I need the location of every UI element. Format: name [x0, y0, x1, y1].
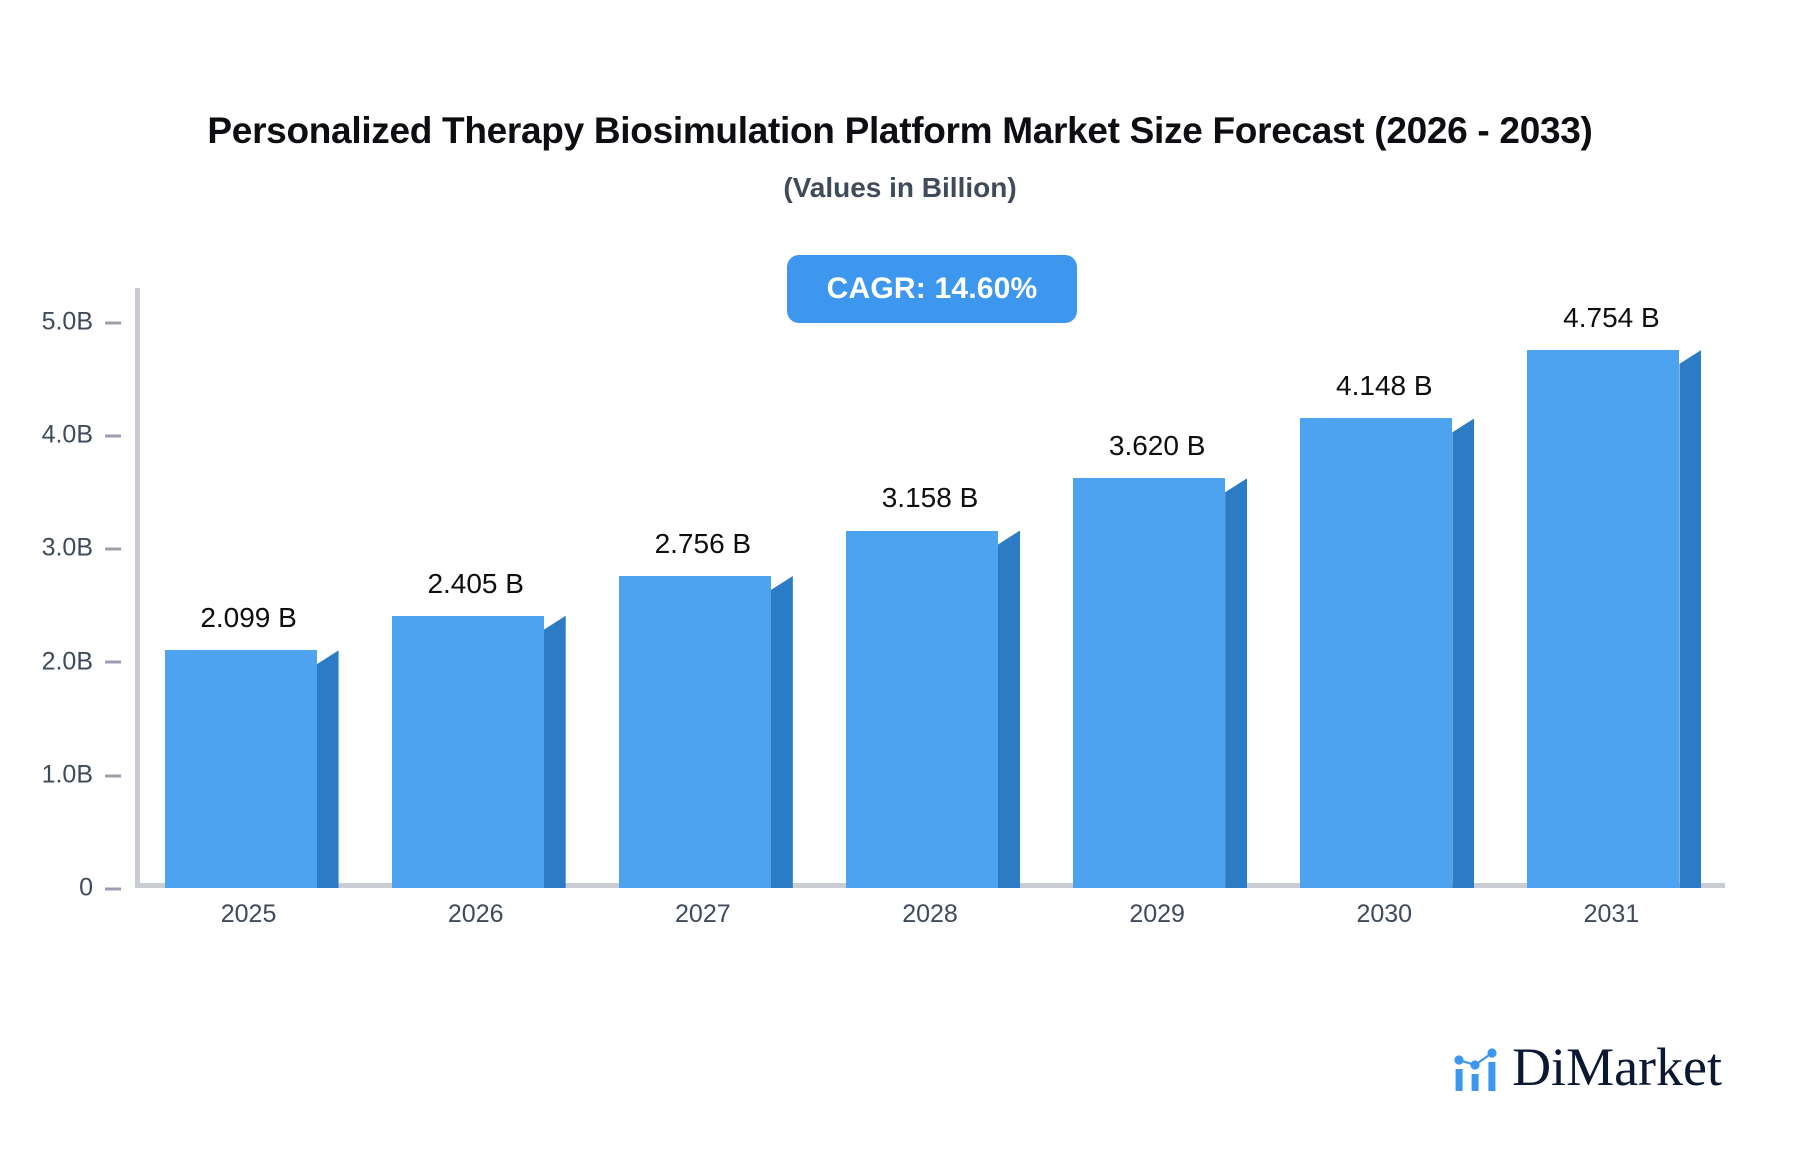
- bar-face: [1300, 418, 1453, 888]
- y-axis-tick: 5.0B: [0, 307, 135, 336]
- bar[interactable]: [1300, 418, 1475, 888]
- bar-side-shadow: [316, 650, 339, 888]
- y-axis-tick-mark: [105, 321, 121, 325]
- x-axis-tick-label: 2025: [220, 900, 277, 928]
- bar-value-label: 4.148 B: [1336, 370, 1433, 402]
- bar-value-label: 2.405 B: [427, 567, 524, 599]
- x-axis-tick-label: 2031: [1583, 900, 1640, 928]
- bar-side-shadow: [543, 615, 566, 888]
- bar-side-shadow: [1452, 418, 1475, 888]
- bar-side-shadow: [1225, 478, 1248, 888]
- x-axis-tick-label: 2026: [447, 900, 504, 928]
- y-axis-tick-mark: [105, 774, 121, 778]
- x-axis-tick-label: 2030: [1356, 900, 1413, 928]
- y-axis-tick-mark: [105, 660, 121, 664]
- y-axis-tick: 1.0B: [0, 760, 135, 789]
- page-title: Personalized Therapy Biosimulation Platf…: [207, 110, 1593, 151]
- logo-text: DiMarket: [1512, 1037, 1722, 1097]
- bar-face: [391, 615, 544, 888]
- bar-face: [618, 576, 771, 888]
- bar-side-shadow: [770, 576, 793, 888]
- y-axis-tick: 0: [0, 874, 135, 903]
- dimarket-logo: DiMarket: [1454, 1040, 1722, 1094]
- bar[interactable]: [1073, 478, 1248, 888]
- y-axis-tick-label: 1.0B: [41, 760, 93, 789]
- bar-face: [846, 530, 998, 888]
- x-axis-tick-label: 2027: [675, 900, 731, 928]
- y-axis-tick-mark: [105, 434, 121, 438]
- y-axis-tick: 2.0B: [0, 647, 135, 676]
- bar-value-label: 4.754 B: [1563, 301, 1660, 333]
- cagr-badge: CAGR: 14.60%: [787, 255, 1077, 323]
- y-axis-line: [135, 288, 140, 888]
- cagr-badge-label: CAGR: 14.60%: [826, 272, 1038, 305]
- bar[interactable]: [391, 615, 566, 888]
- y-axis-tick-mark: [105, 887, 121, 891]
- y-axis-tick-label: 4.0B: [41, 420, 93, 449]
- bar-value-label: 2.756 B: [654, 528, 752, 559]
- y-axis-tick-mark: [105, 547, 121, 551]
- bar-side-shadow: [1679, 349, 1702, 888]
- bar[interactable]: [618, 576, 793, 888]
- y-axis-tick: 4.0B: [0, 421, 135, 450]
- bar-face: [1073, 478, 1226, 888]
- bar-value-label: 3.620 B: [1108, 430, 1206, 462]
- plot-area: 0 1.0B 2.0B 3.0B 4.0B 5.0B 2.099 B 2.405 B 2.75…: [42, 288, 1725, 928]
- chart-subtitle: (Values in Billion): [783, 172, 1017, 203]
- bar-chart-icon: [1454, 1048, 1497, 1091]
- y-axis-tick: 3.0B: [0, 534, 135, 563]
- bar-face: [1527, 349, 1680, 888]
- bar[interactable]: [164, 650, 339, 888]
- y-axis-tick-label: 0: [79, 873, 93, 902]
- x-axis-tick-label: 2028: [902, 900, 958, 928]
- bar-side-shadow: [998, 530, 1020, 888]
- bar-value-label: 2.099 B: [200, 602, 297, 634]
- x-axis-tick-label: 2029: [1129, 900, 1185, 928]
- bar[interactable]: [846, 530, 1020, 888]
- bar-face: [164, 650, 317, 888]
- bar-value-label: 3.158 B: [881, 482, 979, 514]
- y-axis-tick-label: 5.0B: [41, 307, 93, 336]
- y-axis-tick-label: 3.0B: [41, 533, 93, 562]
- y-axis-tick-label: 2.0B: [41, 647, 93, 676]
- bar[interactable]: [1527, 349, 1702, 888]
